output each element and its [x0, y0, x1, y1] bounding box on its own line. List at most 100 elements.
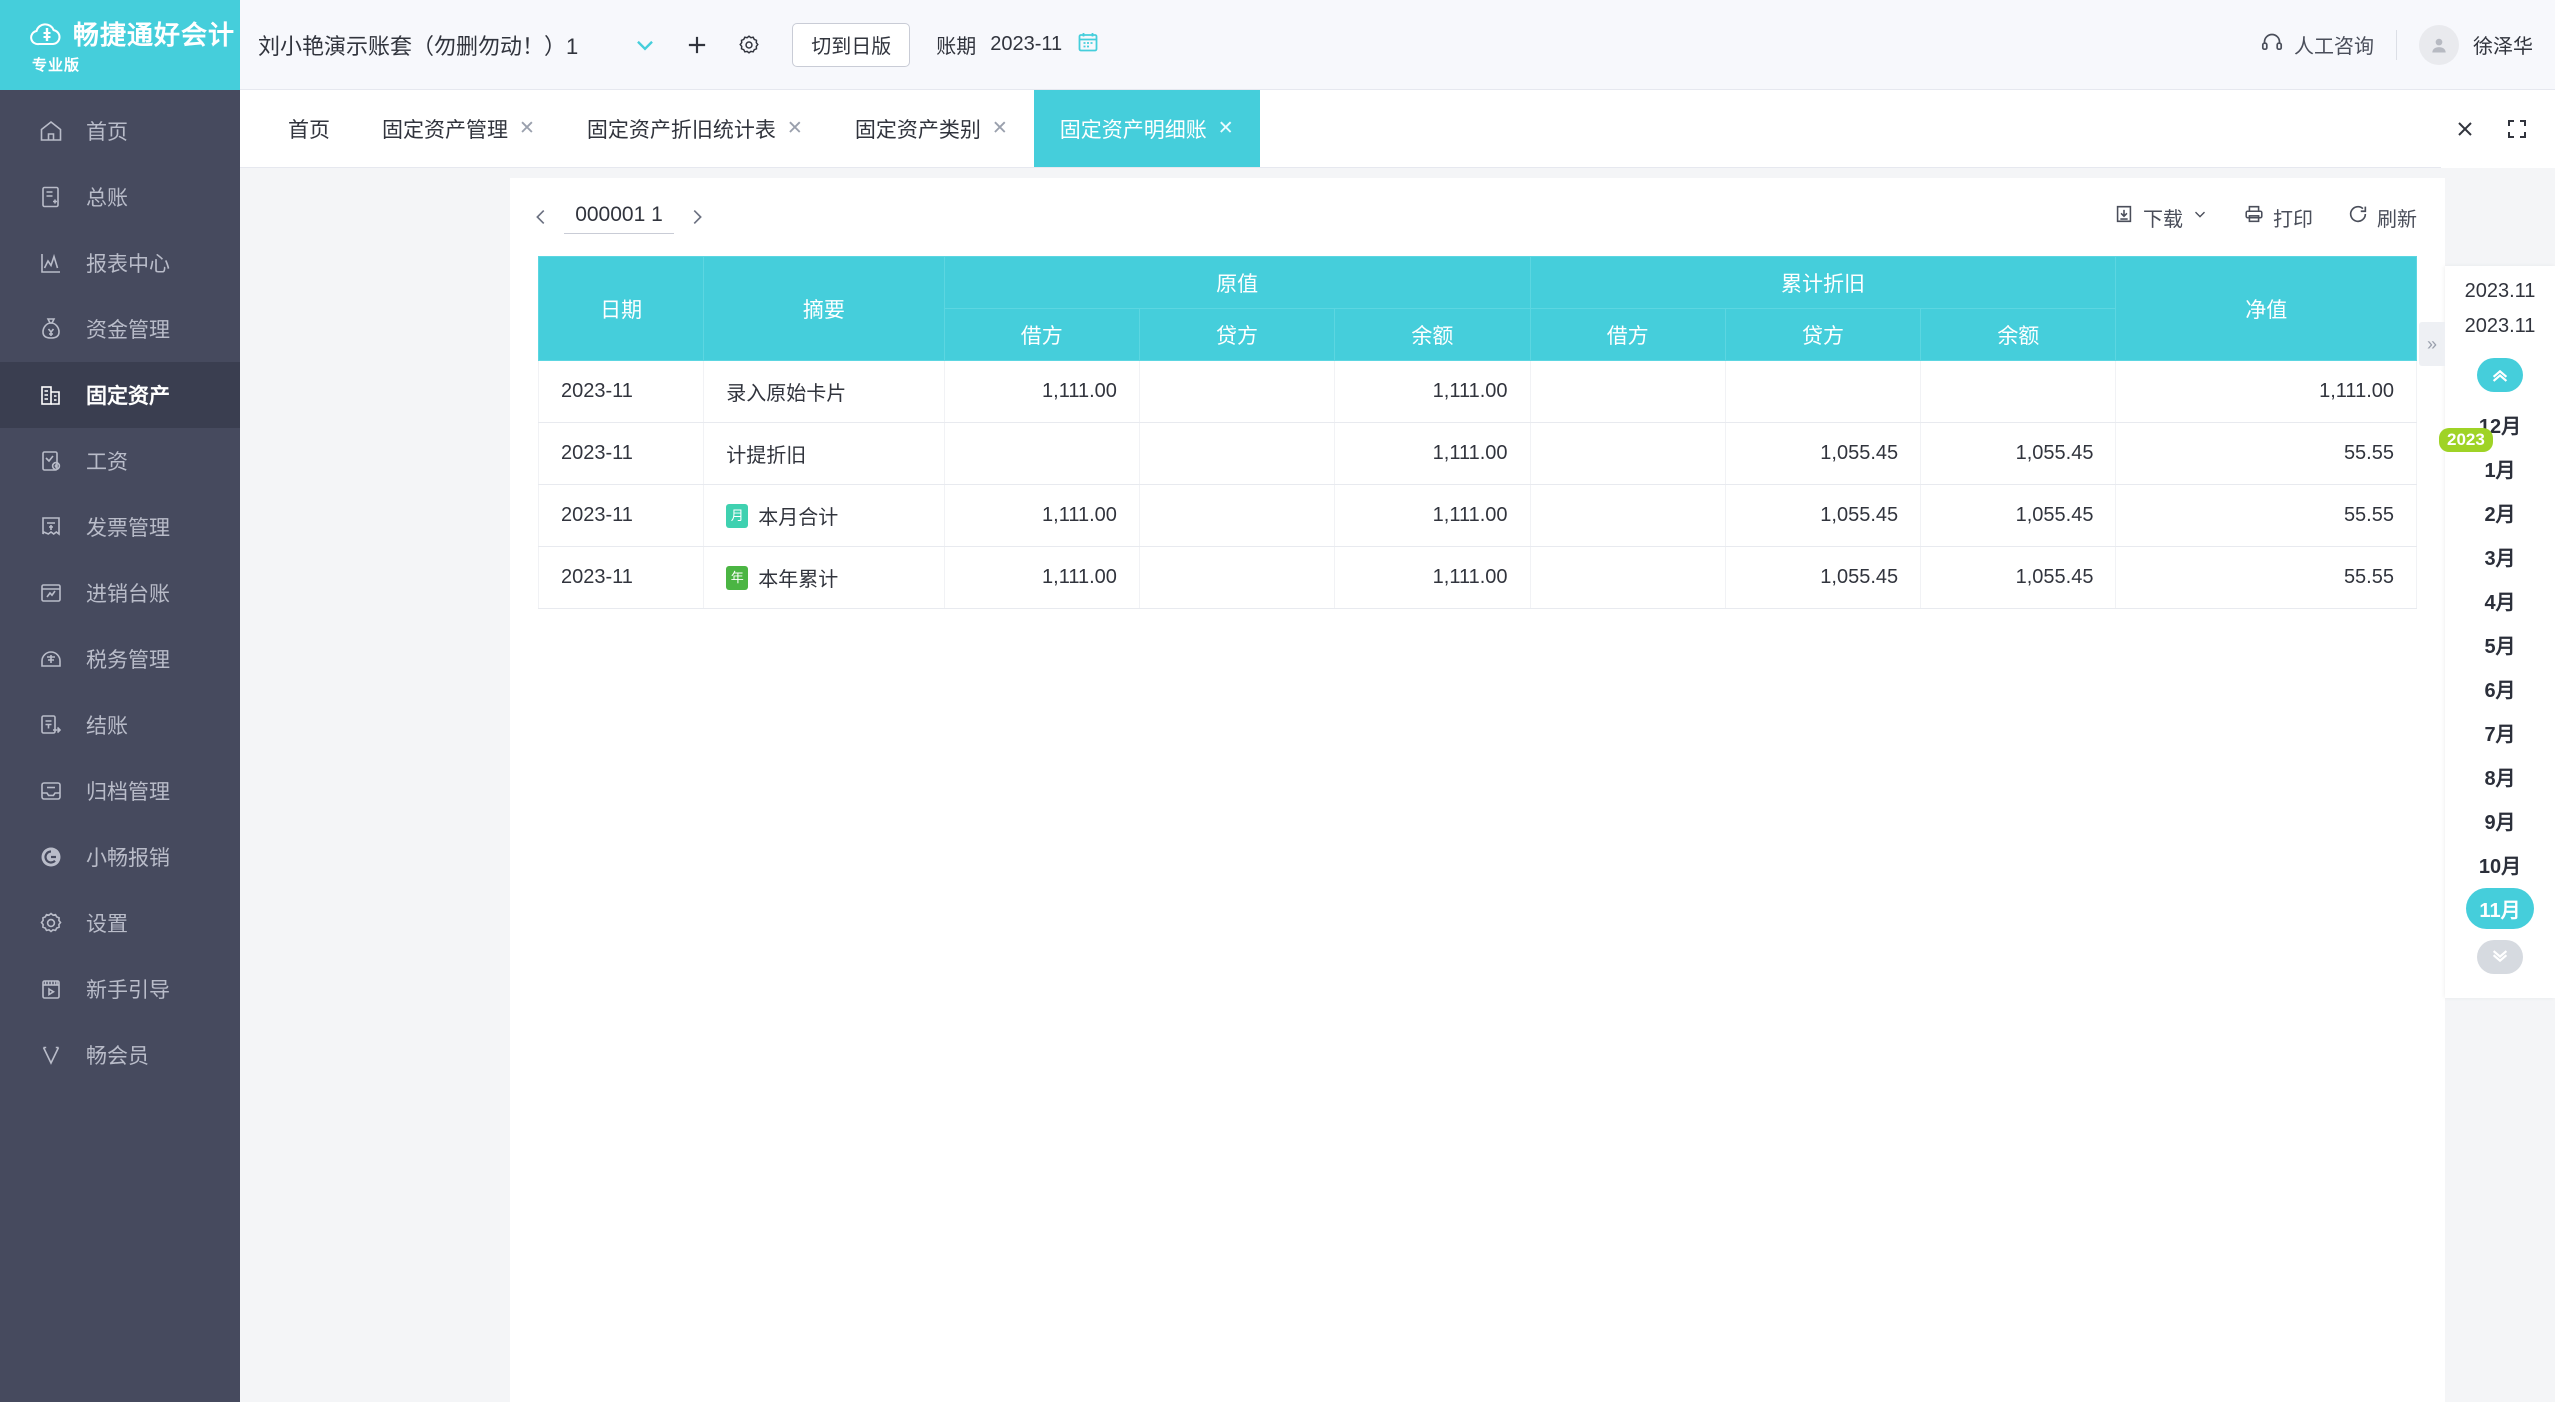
cell-dep-debit	[1529, 484, 1726, 547]
payroll-icon	[38, 448, 64, 474]
cell-orig-balance: 1,111.00	[1334, 422, 1531, 485]
home-icon	[38, 118, 64, 144]
table-header-sub-row: 借方 贷方 余额 借方 贷方 余额	[539, 308, 2417, 361]
calendar-icon[interactable]	[1076, 30, 1100, 59]
sidebar-nav: 首页 总账 报表中心 资金管理	[0, 98, 240, 1088]
tab-depreciation-stats[interactable]: 固定资产折旧统计表 ✕	[561, 90, 829, 167]
col-summary: 摘要	[703, 256, 945, 361]
closing-icon	[38, 712, 64, 738]
sidebar-item-funds[interactable]: 资金管理	[0, 296, 240, 362]
chevron-down-icon	[2191, 205, 2209, 229]
switch-to-daily-button[interactable]: 切到日版	[792, 22, 911, 67]
printer-icon	[2243, 203, 2265, 231]
sidebar-item-guide[interactable]: 新手引导	[0, 956, 240, 1022]
sidebar-item-reports[interactable]: 报表中心	[0, 230, 240, 296]
month-item-2[interactable]: 2月	[2445, 490, 2555, 534]
sidebar-item-label: 资金管理	[86, 319, 170, 342]
chevron-double-right-icon[interactable]: »	[2419, 322, 2445, 366]
summary-text: 录入原始卡片	[726, 383, 847, 405]
double-chevron-up-icon[interactable]	[2477, 358, 2523, 392]
month-item-9[interactable]: 9月	[2445, 798, 2555, 842]
tab-fixed-asset-detail-ledger[interactable]: 固定资产明细账 ✕	[1033, 90, 1260, 167]
table-row[interactable]: 2023-11 年 本年累计 1,111.00 1,111.00	[537, 546, 2417, 609]
cell-dep-credit: 1,055.45	[1724, 484, 1922, 547]
chevron-left-icon[interactable]	[524, 200, 558, 234]
sidebar-item-stock-book[interactable]: 进销台账	[0, 560, 240, 626]
detail-ledger-panel: 000001 1 下载	[510, 178, 2445, 1402]
tax-icon	[38, 646, 64, 672]
month-item-8[interactable]: 8月	[2445, 754, 2555, 798]
close-icon[interactable]	[2441, 105, 2489, 153]
month-item-10[interactable]: 10月	[2445, 842, 2555, 886]
sidebar-item-settings[interactable]: 设置	[0, 890, 240, 956]
col-orig-debit: 借方	[943, 308, 1140, 361]
support-button[interactable]: 人工咨询	[2260, 30, 2374, 60]
month-item-7[interactable]: 7月	[2445, 710, 2555, 754]
chevron-down-icon[interactable]	[624, 24, 666, 66]
month-total-badge: 月	[726, 503, 749, 528]
month-label: 5月	[2484, 635, 2516, 658]
month-item-6[interactable]: 6月	[2445, 666, 2555, 710]
cell-summary: 录入原始卡片	[703, 360, 945, 423]
period-selector[interactable]: 账期 2023-11	[936, 30, 1100, 59]
cloud-logo-icon	[30, 20, 64, 48]
rail-chip-period-start[interactable]: 2023.11	[2464, 280, 2536, 302]
sidebar-item-archive[interactable]: 归档管理	[0, 758, 240, 824]
download-button[interactable]: 下载	[2113, 203, 2209, 232]
month-item-11[interactable]: 11月	[2445, 886, 2555, 930]
chart-icon	[38, 250, 64, 276]
month-label: 11月	[2466, 887, 2534, 929]
sidebar-item-reimburse[interactable]: 小畅报销	[0, 824, 240, 890]
sidebar-item-payroll[interactable]: 工资	[0, 428, 240, 494]
table-row[interactable]: 2023-11 计提折旧 1,111.00 1,055.45 1,055.45	[537, 422, 2417, 485]
download-icon	[2113, 203, 2135, 231]
cell-dep-debit	[1529, 546, 1726, 609]
sidebar-item-vip[interactable]: 畅会员	[0, 1022, 240, 1088]
tab-close-icon[interactable]: ✕	[1217, 118, 1234, 139]
sidebar-item-label: 归档管理	[86, 781, 170, 804]
sidebar-item-label: 小畅报销	[86, 847, 170, 870]
tab-fixed-asset-management[interactable]: 固定资产管理 ✕	[356, 90, 561, 167]
tab-fixed-asset-category[interactable]: 固定资产类别 ✕	[829, 90, 1034, 167]
rail-chip-period-end[interactable]: 2023.11	[2464, 315, 2536, 337]
summary-text: 本月合计	[758, 507, 839, 529]
sidebar-item-label: 畅会员	[86, 1045, 149, 1068]
sidebar-item-fixed-assets[interactable]: 固定资产	[0, 362, 240, 428]
cell-orig-balance: 1,111.00	[1334, 546, 1531, 609]
double-chevron-down-icon[interactable]	[2477, 940, 2523, 974]
sidebar-item-closing[interactable]: 结账	[0, 692, 240, 758]
sidebar-item-label: 税务管理	[86, 649, 170, 672]
user-menu[interactable]: 徐泽华	[2419, 24, 2533, 65]
sidebar: 畅捷通好会计 专业版 首页 总账 报表中心	[0, 0, 240, 1402]
cell-orig-debit: 1,111.00	[943, 546, 1140, 609]
print-button[interactable]: 打印	[2243, 203, 2313, 232]
month-item-5[interactable]: 5月	[2445, 622, 2555, 666]
tab-close-icon[interactable]: ✕	[786, 118, 803, 139]
col-group-accumulated-depreciation: 累计折旧	[1529, 256, 2117, 309]
refresh-button[interactable]: 刷新	[2347, 203, 2417, 232]
brand-name: 畅捷通好会计	[73, 20, 236, 50]
sidebar-item-home[interactable]: 首页	[0, 98, 240, 164]
fullscreen-icon[interactable]	[2493, 105, 2541, 153]
gear-icon[interactable]	[728, 24, 770, 66]
print-label: 打印	[2273, 208, 2313, 231]
table-row[interactable]: 2023-11 录入原始卡片 1,111.00 1,111.00	[537, 360, 2417, 423]
asset-code-input[interactable]: 000001 1	[564, 201, 674, 234]
sidebar-item-invoice[interactable]: 发票管理	[0, 494, 240, 560]
month-item-3[interactable]: 3月	[2445, 534, 2555, 578]
plus-icon[interactable]	[676, 24, 718, 66]
month-item-1[interactable]: 1月	[2445, 446, 2555, 490]
tab-close-icon[interactable]: ✕	[519, 118, 535, 139]
chevron-right-icon[interactable]	[680, 200, 714, 234]
col-group-original-value: 原值	[943, 256, 1531, 309]
cell-dep-debit	[1529, 422, 1726, 485]
month-item-4[interactable]: 4月	[2445, 578, 2555, 622]
tab-home[interactable]: 首页	[262, 90, 356, 167]
table-row[interactable]: 2023-11 月 本月合计 1,111.00 1,111.00	[537, 484, 2417, 547]
tab-label: 固定资产类别	[854, 118, 981, 142]
sidebar-item-tax[interactable]: 税务管理	[0, 626, 240, 692]
sidebar-item-ledger[interactable]: 总账	[0, 164, 240, 230]
tab-close-icon[interactable]: ✕	[991, 118, 1008, 139]
period-rail: » 2023.11 2023.11 12月 2023 1月 2月 3月 4月 5…	[2419, 266, 2555, 998]
